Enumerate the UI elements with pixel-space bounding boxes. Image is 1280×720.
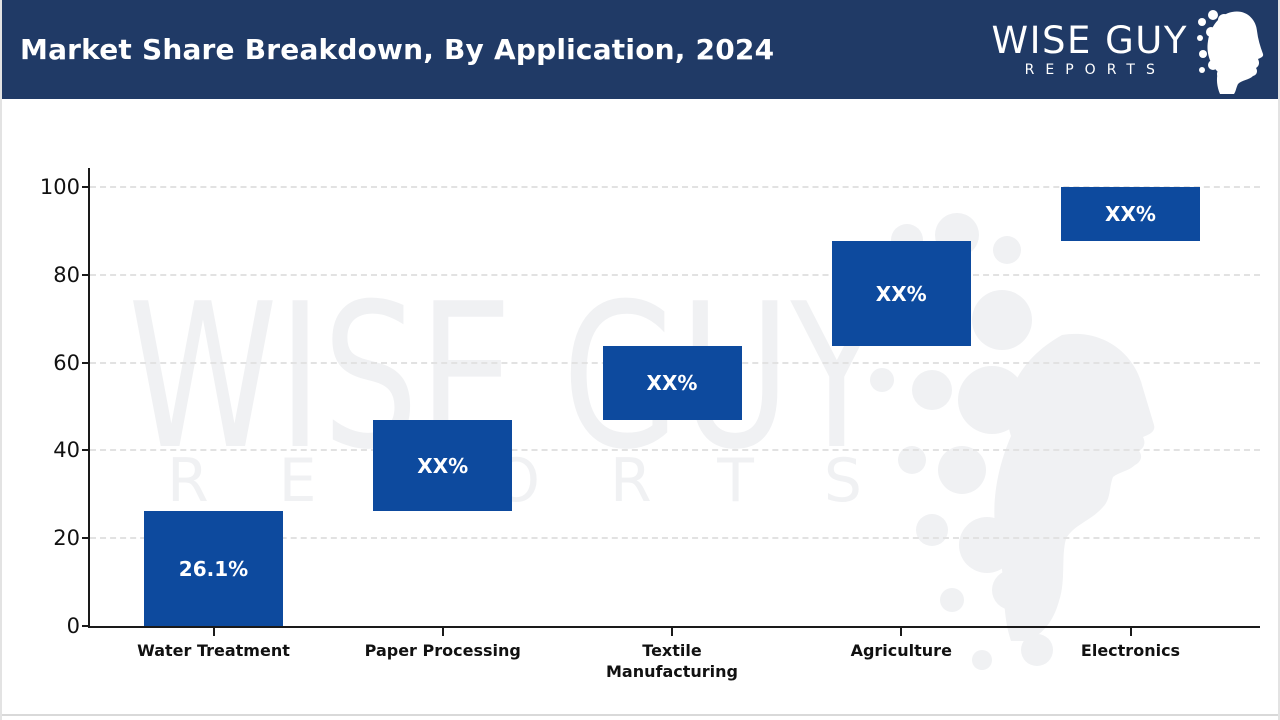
bar-value-label: XX% xyxy=(417,453,469,478)
gridline-40 xyxy=(90,449,1260,452)
y-tick-label: 80 xyxy=(53,262,80,287)
x-tick-mark xyxy=(671,628,673,636)
x-category-label: Textile Manufacturing xyxy=(606,641,738,681)
x-category-label: Water Treatment xyxy=(137,641,290,660)
x-tick-mark xyxy=(1129,628,1132,636)
bar-agriculture: XX% xyxy=(831,241,971,346)
bar-value-label: XX% xyxy=(875,281,927,306)
bar-electronics: XX% xyxy=(1061,187,1200,242)
y-tick-mark xyxy=(82,273,89,276)
bar-water-treatment: 26.1% xyxy=(144,511,283,626)
brand-head-icon xyxy=(1197,9,1264,94)
y-tick-label: 0 xyxy=(66,614,80,638)
x-category-label: Agriculture xyxy=(850,641,952,660)
bar-value-label: XX% xyxy=(1105,202,1156,227)
brand-logo-text: WISE GUY REPORTS xyxy=(992,22,1188,78)
page-title: Market Share Breakdown, By Application, … xyxy=(20,33,775,66)
gridline-20 xyxy=(90,537,1260,540)
x-category-label: Electronics xyxy=(1080,641,1181,660)
y-tick-mark xyxy=(82,537,89,540)
y-axis-line xyxy=(88,168,90,628)
y-tick-label: 20 xyxy=(53,526,80,551)
gridline-100 xyxy=(90,186,1260,188)
brand-subtext: REPORTS xyxy=(1024,61,1166,78)
x-tick-mark xyxy=(900,628,903,636)
y-tick-label: 60 xyxy=(53,350,80,375)
header-bar: Market Share Breakdown, By Application, … xyxy=(2,0,1278,99)
y-tick-mark xyxy=(82,361,89,364)
bar-value-label: 26.1% xyxy=(178,556,249,581)
x-category-label: Paper Processing xyxy=(364,641,521,660)
y-tick-label: 100 xyxy=(39,175,80,199)
brand-wordmark: WISE GUY xyxy=(991,18,1188,62)
brand-logo: WISE GUY REPORTS xyxy=(992,6,1264,94)
y-tick-mark xyxy=(82,625,89,627)
y-tick-mark xyxy=(82,186,89,188)
y-tick-label: 40 xyxy=(53,438,80,463)
x-tick-mark xyxy=(441,628,444,636)
gridline-80 xyxy=(90,273,1260,276)
x-tick-mark xyxy=(212,628,215,636)
bar-value-label: XX% xyxy=(646,371,698,395)
x-axis-line xyxy=(88,626,1260,628)
y-tick-mark xyxy=(82,449,89,452)
bottom-divider xyxy=(2,714,1278,716)
bar-paper-processing: XX% xyxy=(373,420,513,512)
watermark-subtext: REPORTS xyxy=(167,446,862,516)
waterfall-chart: WISE GUY REPORTS 02040608010026.1%Water … xyxy=(2,99,1278,720)
bar-textile-manufacturing: XX% xyxy=(602,345,742,421)
